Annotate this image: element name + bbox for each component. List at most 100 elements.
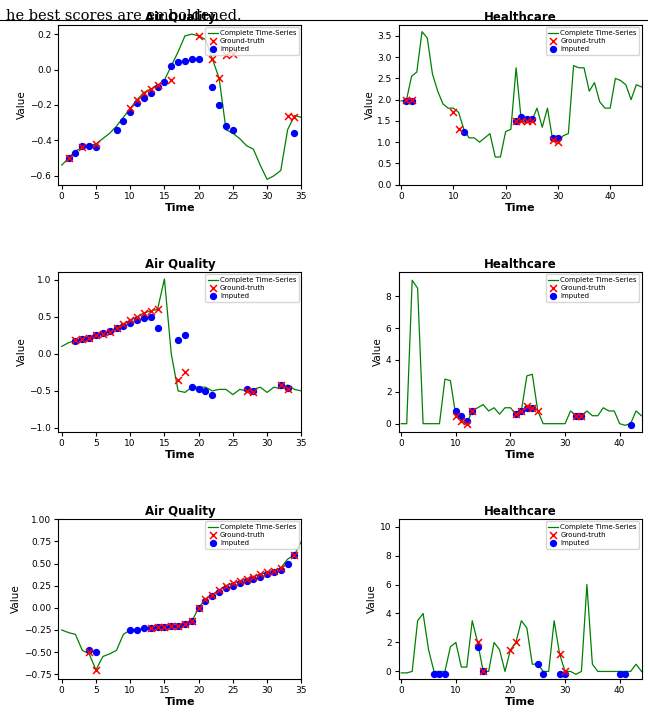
Legend: Complete Time-Series, Ground-truth, Imputed: Complete Time-Series, Ground-truth, Impu… [546,274,640,302]
Complete Time-Series [413,617,421,625]
Ground-truth [207,53,218,65]
Ground-truth [533,405,543,417]
Ground-truth [173,374,183,386]
Imputed [227,124,238,136]
Complete Time-Series [550,617,558,625]
Ground-truth [560,666,570,677]
Complete Time-Series [538,123,546,131]
Ground-truth [152,622,163,633]
Imputed [77,140,87,152]
Complete Time-Series [469,617,476,625]
Complete Time-Series [297,537,305,546]
Complete Time-Series [397,419,405,428]
Ground-truth [553,136,563,148]
Complete Time-Series [627,419,634,428]
Imputed [77,334,87,345]
Complete Time-Series [92,331,100,339]
Ground-truth [111,322,122,334]
Complete Time-Series [480,667,487,676]
Imputed [511,115,521,126]
Ground-truth [179,618,190,630]
Complete Time-Series [434,87,441,95]
Complete Time-Series [469,406,476,415]
Complete Time-Series [566,406,574,415]
Complete Time-Series [518,406,526,415]
Imputed [620,669,631,680]
Ground-truth [125,103,135,114]
Imputed [146,622,156,634]
Complete Time-Series [215,74,223,83]
Complete Time-Series [397,97,405,105]
Complete Time-Series [616,419,623,428]
Imputed [194,383,204,395]
Complete Time-Series [58,161,65,170]
Complete Time-Series [491,152,499,161]
Complete Time-Series [284,380,292,389]
Ground-truth [200,593,211,605]
Legend: Complete Time-Series, Ground-truth, Imputed: Complete Time-Series, Ground-truth, Impu… [546,521,640,549]
Imputed [84,331,95,343]
Ground-truth [522,401,532,412]
Ground-truth [221,580,231,591]
Complete Time-Series [408,276,416,284]
Y-axis label: Value: Value [17,338,27,366]
Imputed [625,419,636,431]
Title: Healthcare: Healthcare [483,505,557,518]
Complete Time-Series [92,139,100,148]
Complete Time-Series [277,384,284,393]
Complete Time-Series [140,88,148,97]
Complete Time-Series [445,104,452,113]
Complete Time-Series [202,35,209,44]
Ground-truth [511,115,521,126]
Ground-truth [194,602,204,614]
Complete Time-Series [126,316,134,325]
Complete Time-Series [512,638,520,647]
Ground-truth [159,622,170,633]
Imputed [98,327,108,339]
Imputed [283,382,293,393]
Imputed [434,669,445,680]
Complete Time-Series [452,638,459,647]
Complete Time-Series [92,666,100,674]
Complete Time-Series [249,145,257,154]
Complete Time-Series [174,621,182,630]
Imputed [275,564,286,575]
Complete Time-Series [588,660,596,669]
Imputed [221,583,231,594]
Complete Time-Series [119,113,127,122]
Imputed [84,140,95,152]
Complete Time-Series [457,416,465,425]
Imputed [522,113,532,124]
Complete Time-Series [575,64,583,72]
Ground-truth [146,305,156,317]
Imputed [111,322,122,334]
Complete Time-Series [154,81,161,90]
Complete Time-Series [257,161,264,170]
Complete Time-Series [113,646,121,655]
Complete Time-Series [58,342,65,351]
Ground-truth [467,405,478,417]
Complete Time-Series [202,595,209,604]
Ground-truth [248,386,259,398]
Complete Time-Series [465,134,473,142]
Complete Time-Series [605,667,612,676]
Complete Time-Series [402,96,410,105]
X-axis label: Time: Time [505,451,535,461]
Complete Time-Series [590,78,598,87]
Imputed [527,402,537,414]
Imputed [194,602,204,614]
Imputed [179,55,190,66]
Ground-truth [289,112,299,123]
Complete Time-Series [277,564,284,573]
Complete Time-Series [229,129,237,138]
Complete Time-Series [65,628,73,637]
Ground-truth [139,308,149,319]
Complete Time-Series [106,129,113,138]
Complete Time-Series [594,412,602,420]
Complete Time-Series [78,335,86,344]
Complete Time-Series [559,131,567,140]
Ground-truth [152,303,163,315]
Imputed [132,625,142,636]
Complete Time-Series [161,76,168,84]
Imputed [429,669,439,680]
